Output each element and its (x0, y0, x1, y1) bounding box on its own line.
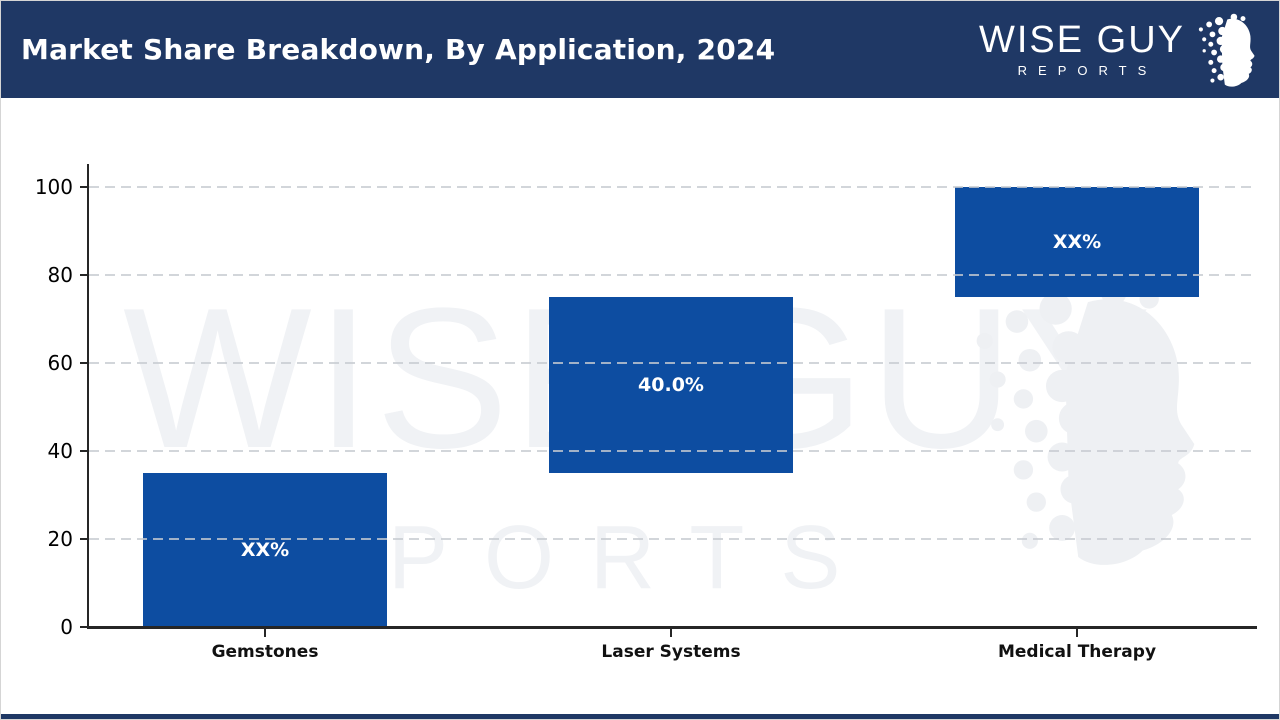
y-axis-tick-label: 80 (47, 263, 73, 287)
y-axis-spine (87, 164, 89, 628)
bar-laser-systems: 40.0% (549, 297, 793, 473)
y-axis-tick-label: 60 (47, 351, 73, 375)
gridline-80 (89, 274, 1255, 276)
y-axis-tick-label: 20 (47, 527, 73, 551)
gridline-40 (89, 450, 1255, 452)
y-tick-40 (80, 450, 88, 452)
logo-text: WISE GUY REPORTS (979, 21, 1185, 78)
logo-wordmark: WISE GUY (978, 19, 1185, 61)
gridline-60 (89, 362, 1255, 364)
logo-subtitle: REPORTS (1017, 63, 1158, 78)
y-axis-tick-label: 100 (34, 175, 73, 199)
bar-medical-therapy: XX% (955, 187, 1199, 297)
x-axis-category-label: Medical Therapy (997, 642, 1157, 662)
y-axis-tick-label: 0 (60, 615, 73, 639)
y-tick-20 (80, 538, 88, 540)
y-tick-80 (80, 274, 88, 276)
y-tick-0 (80, 626, 88, 628)
bar-gemstones: XX% (143, 473, 387, 627)
wise-guy-logo: WISE GUY REPORTS (979, 12, 1257, 88)
logo-face-icon (1198, 13, 1255, 87)
y-tick-60 (80, 362, 88, 364)
bar-value-label: 40.0% (638, 374, 704, 396)
x-tick-1 (264, 629, 266, 637)
x-axis-category-label: Laser Systems (601, 642, 741, 662)
y-tick-100 (80, 186, 88, 188)
x-tick-3 (1076, 629, 1078, 637)
header-bar: Market Share Breakdown, By Application, … (1, 1, 1279, 98)
x-axis-spine (87, 626, 1257, 629)
footer-bar (1, 714, 1279, 719)
bar-value-label: XX% (1052, 231, 1102, 253)
bar-value-label: XX% (240, 539, 290, 561)
gridline-20 (89, 538, 1255, 540)
y-axis-tick-label: 40 (47, 439, 73, 463)
x-axis-category-label: Gemstones (211, 642, 319, 662)
page-title: Market Share Breakdown, By Application, … (21, 33, 776, 66)
gridline-100 (89, 186, 1255, 188)
x-tick-2 (670, 629, 672, 637)
